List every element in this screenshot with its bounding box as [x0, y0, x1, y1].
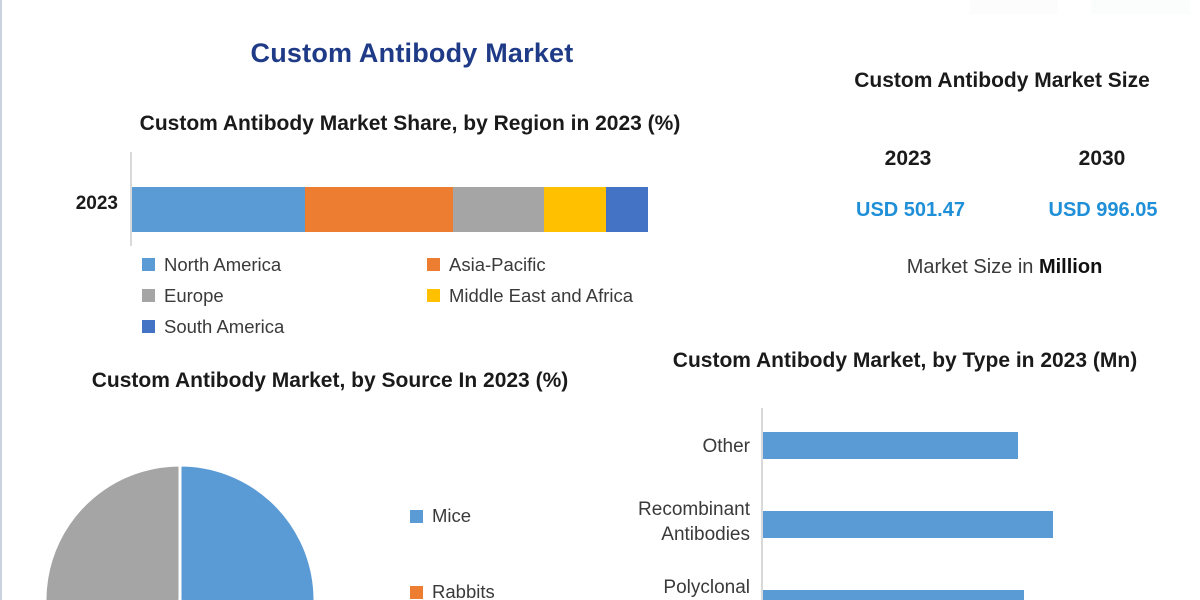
region-legend-label: Middle East and Africa	[449, 284, 634, 306]
source-chart-title: Custom Antibody Market, by Source In 202…	[91, 369, 569, 392]
type-row-label: Polyclonal	[590, 575, 750, 600]
market-size-start-value: USD 501.47	[856, 199, 965, 221]
type-chart-title: Custom Antibody Market, by Type in 2023 …	[672, 349, 1138, 372]
type-bar-other	[763, 432, 1018, 459]
legend-swatch-icon	[410, 509, 423, 523]
source-legend-label: Rabbits	[432, 581, 495, 600]
scan-artifact	[970, 0, 1190, 14]
region-legend-label: Europe	[164, 284, 224, 306]
region-legend-label: South America	[164, 315, 285, 337]
legend-swatch-icon	[427, 289, 440, 302]
region-chart-category-label: 2023	[75, 193, 118, 214]
type-bar-recombinant-antibodies	[763, 511, 1053, 538]
region-bar-segment-south-america	[606, 187, 648, 232]
region-stacked-bar	[132, 187, 648, 232]
legend-swatch-icon	[142, 289, 155, 302]
region-chart-legend: North America Asia-Pacific Europe Middle Ea…	[142, 249, 712, 342]
region-bar-segment-north-america	[132, 187, 305, 232]
pie-slice-other	[44, 463, 182, 600]
market-size-unit-prefix: Market Size in	[906, 256, 1039, 278]
source-pie-svg	[44, 463, 316, 600]
market-size-unit-value: Million	[1038, 256, 1103, 278]
region-legend-item[interactable]: South America	[142, 311, 427, 342]
market-size-unit-note: Market Size in Million	[832, 256, 1177, 279]
source-pie-chart	[44, 448, 316, 600]
type-row-label-line: Other	[702, 436, 750, 457]
region-legend-item[interactable]: Middle East and Africa	[427, 280, 712, 311]
source-chart-legend: Mice Rabbits	[410, 478, 620, 600]
type-row-label-line: Polyclonal	[663, 577, 750, 598]
region-bar-segment-middle-east-and-africa	[544, 187, 607, 232]
region-legend-item[interactable]: Asia-Pacific	[427, 249, 712, 280]
market-size-end-year: 2030	[1078, 147, 1126, 170]
region-bar-segment-asia-pacific	[304, 187, 454, 232]
type-bar-polyclonal	[763, 590, 1024, 600]
legend-swatch-icon	[142, 258, 155, 271]
market-size-start-year: 2023	[884, 147, 932, 170]
source-legend-item[interactable]: Mice	[410, 478, 620, 554]
region-chart-axis-line	[130, 152, 132, 246]
region-bar-segment-europe	[453, 187, 545, 232]
legend-swatch-icon	[427, 258, 440, 271]
page-title: Custom Antibody Market	[250, 38, 574, 68]
type-row-label: Recombinant Antibodies	[590, 497, 750, 547]
legend-swatch-icon	[410, 585, 423, 599]
type-row-label-line: Antibodies	[661, 524, 750, 545]
source-legend-label: Mice	[432, 505, 472, 526]
type-row-label-line: Recombinant	[638, 499, 750, 520]
market-size-end-value: USD 996.05	[1048, 199, 1158, 221]
pie-slice-mice	[178, 463, 316, 600]
type-row-label: Other	[590, 434, 750, 459]
region-legend-item[interactable]: North America	[142, 249, 427, 280]
region-legend-item[interactable]: Europe	[142, 280, 427, 311]
legend-swatch-icon	[142, 320, 155, 333]
region-legend-label: Asia-Pacific	[449, 253, 546, 275]
region-legend-label: North America	[164, 253, 282, 275]
market-size-title: Custom Antibody Market Size	[854, 69, 1150, 92]
type-chart-axis-line	[761, 408, 763, 600]
source-legend-item[interactable]: Rabbits	[410, 554, 620, 600]
region-chart-title: Custom Antibody Market Share, by Region …	[139, 112, 681, 135]
